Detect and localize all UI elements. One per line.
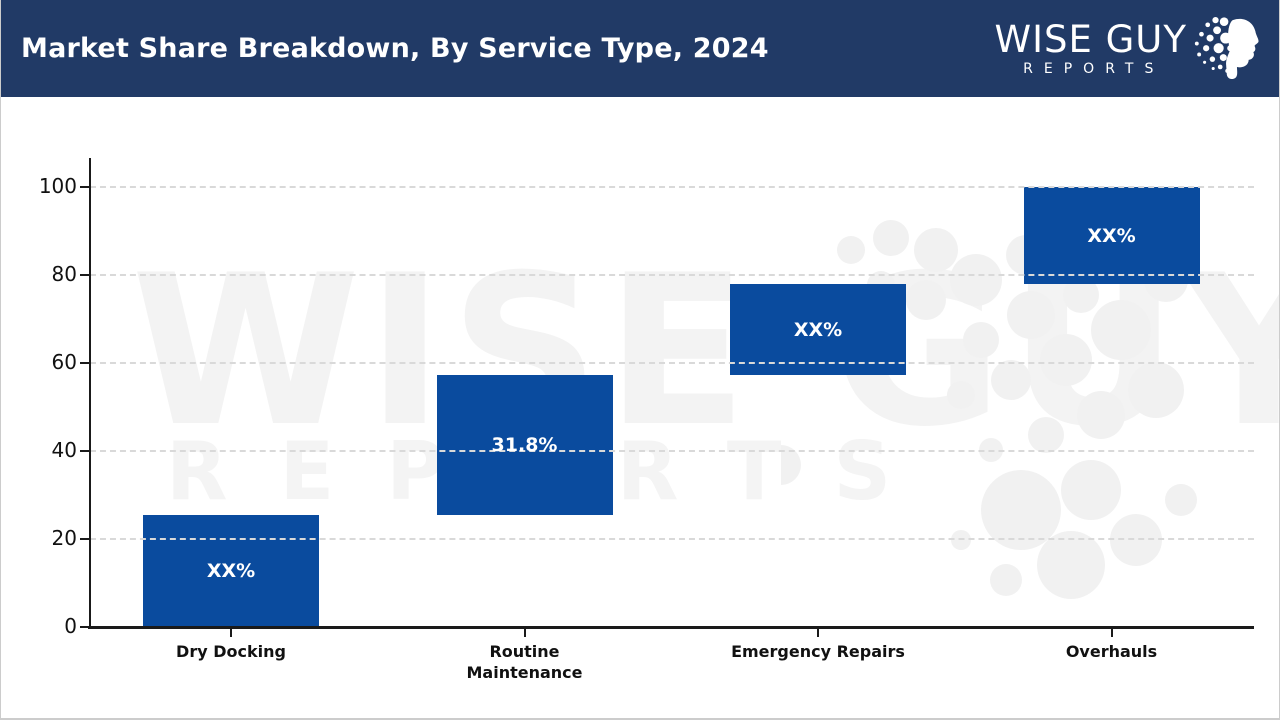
bar-value-label: XX% — [793, 318, 843, 341]
y-tick-mark — [80, 362, 89, 364]
chart-title: Market Share Breakdown, By Service Type,… — [21, 33, 769, 64]
dotted-head-icon — [1194, 16, 1259, 79]
y-tick-mark — [80, 538, 89, 540]
x-tick-mark — [817, 629, 819, 637]
header-bar: Market Share Breakdown, By Service Type,… — [1, 0, 1279, 97]
x-axis-category-label: Emergency Repairs — [731, 642, 905, 661]
brand-name: WISE GUY — [994, 17, 1187, 61]
y-tick-label: 60 — [51, 350, 77, 374]
x-tick-mark — [230, 629, 232, 637]
x-axis-category-label: Routine Maintenance — [466, 642, 583, 682]
bar-segment — [436, 374, 613, 515]
gridline — [90, 362, 1254, 364]
x-axis-line — [88, 626, 1254, 629]
brand-logo: WISE GUY REPORTS — [995, 7, 1267, 91]
gridline — [90, 450, 1254, 452]
y-tick-label: 40 — [51, 438, 77, 462]
gridline — [90, 274, 1254, 276]
y-tick-mark — [80, 450, 89, 452]
y-tick-mark — [80, 274, 89, 276]
y-tick-mark — [80, 626, 89, 628]
brand-subtitle: REPORTS — [1023, 60, 1165, 77]
bar-value-label: 31.8% — [491, 433, 558, 456]
y-axis-line — [89, 158, 91, 629]
bar-segment — [143, 514, 319, 627]
y-tick-label: 20 — [51, 526, 77, 550]
x-tick-mark — [523, 629, 526, 637]
bar-segment — [730, 284, 906, 375]
y-tick-label: 80 — [51, 262, 77, 286]
gridline — [90, 186, 1254, 188]
y-tick-label: 0 — [64, 614, 77, 638]
bar-segment — [1023, 187, 1200, 285]
x-tick-mark — [1110, 629, 1113, 637]
y-tick-mark — [80, 186, 89, 188]
x-axis-category-label: Dry Docking — [176, 642, 286, 661]
gridline — [90, 538, 1254, 540]
x-axis-category-label: Overhauls — [1065, 642, 1158, 661]
bar-value-label: XX% — [206, 559, 256, 582]
y-tick-label: 100 — [38, 174, 77, 198]
bar-value-label: XX% — [1087, 224, 1136, 247]
brand-logo-text: WISE GUY REPORTS — [994, 17, 1187, 77]
